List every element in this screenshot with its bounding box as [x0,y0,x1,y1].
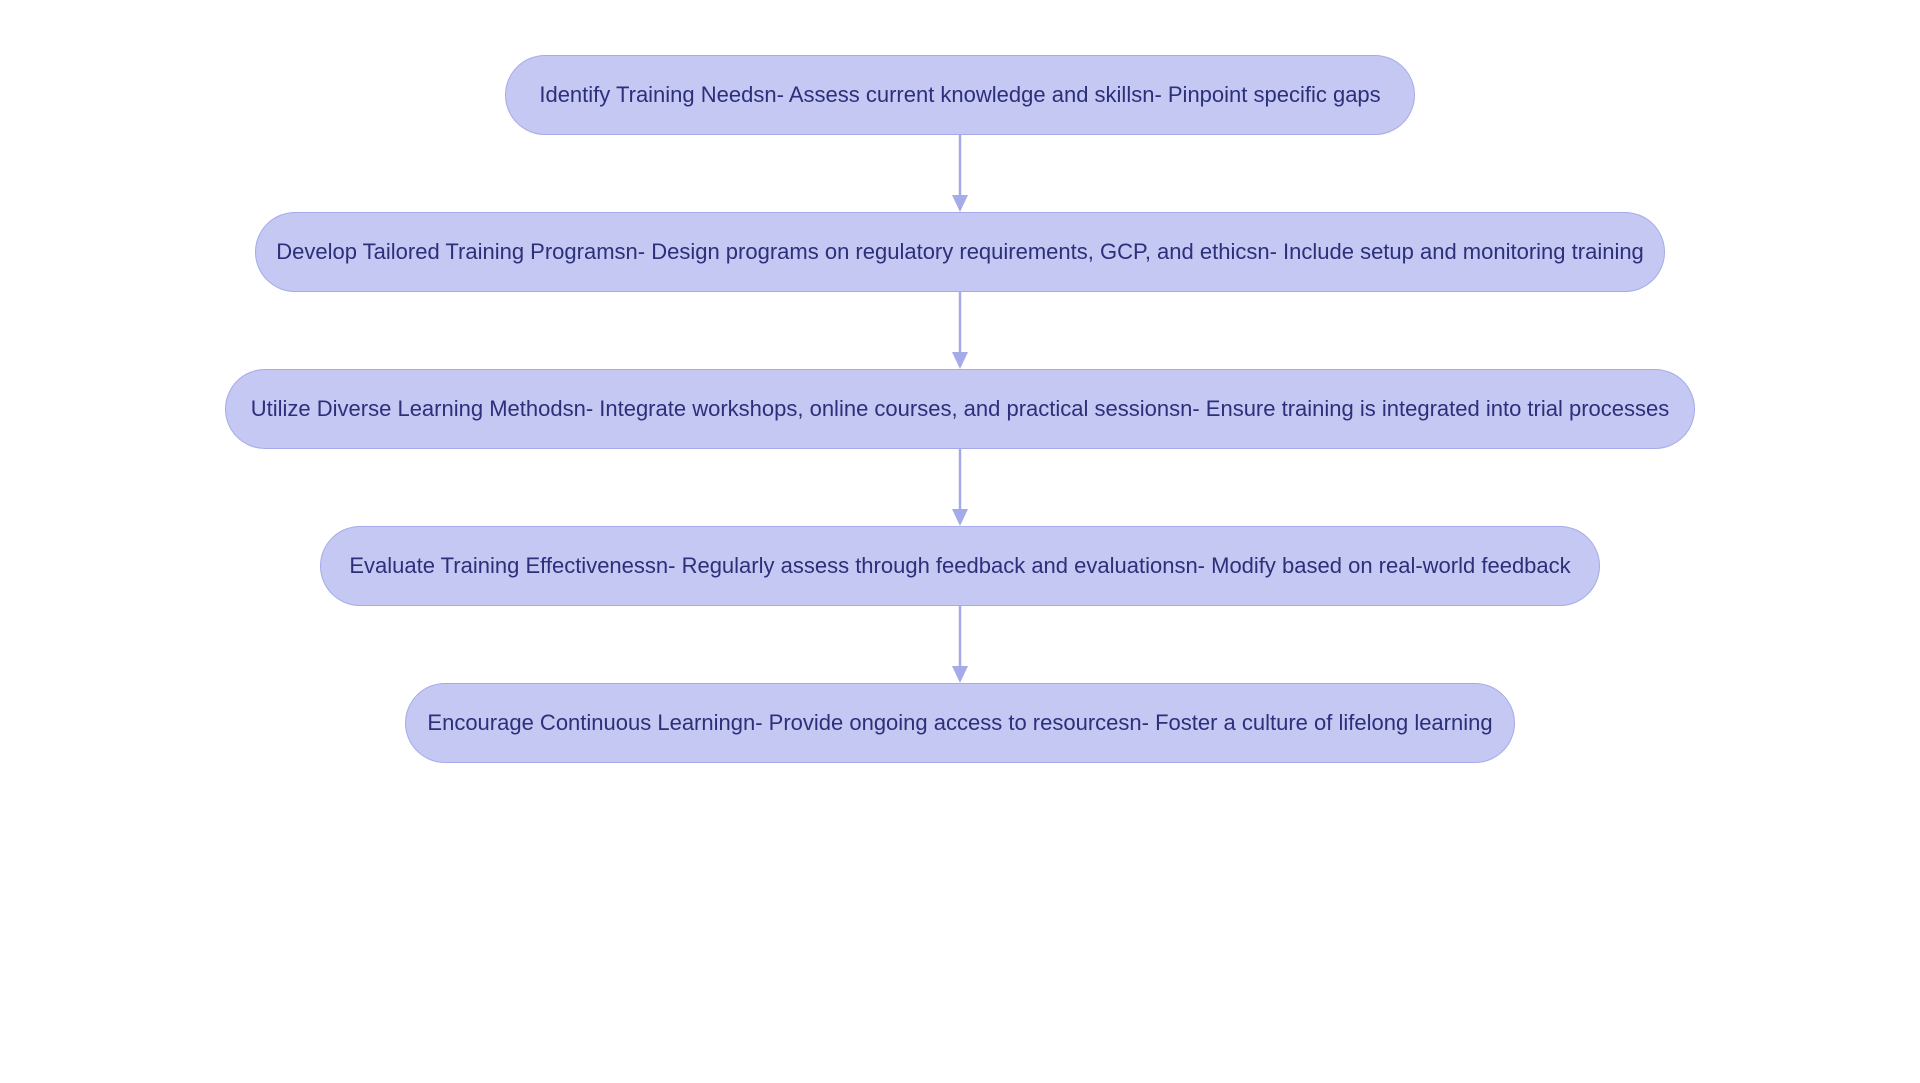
flowchart-node-2: Develop Tailored Training Programsn- Des… [255,212,1665,292]
node-label: Evaluate Training Effectivenessn- Regula… [349,551,1570,582]
node-label: Identify Training Needsn- Assess current… [539,80,1380,111]
arrow-3 [945,449,975,526]
node-label: Utilize Diverse Learning Methodsn- Integ… [251,394,1669,425]
node-label: Develop Tailored Training Programsn- Des… [276,237,1644,268]
arrow-2 [945,292,975,369]
node-label: Encourage Continuous Learningn- Provide … [427,708,1492,739]
flowchart-node-3: Utilize Diverse Learning Methodsn- Integ… [225,369,1695,449]
flowchart-node-1: Identify Training Needsn- Assess current… [505,55,1415,135]
arrow-4 [945,606,975,683]
flowchart-node-4: Evaluate Training Effectivenessn- Regula… [320,526,1600,606]
flowchart-container: Identify Training Needsn- Assess current… [0,0,1920,1083]
arrow-1 [945,135,975,212]
flowchart-node-5: Encourage Continuous Learningn- Provide … [405,683,1515,763]
